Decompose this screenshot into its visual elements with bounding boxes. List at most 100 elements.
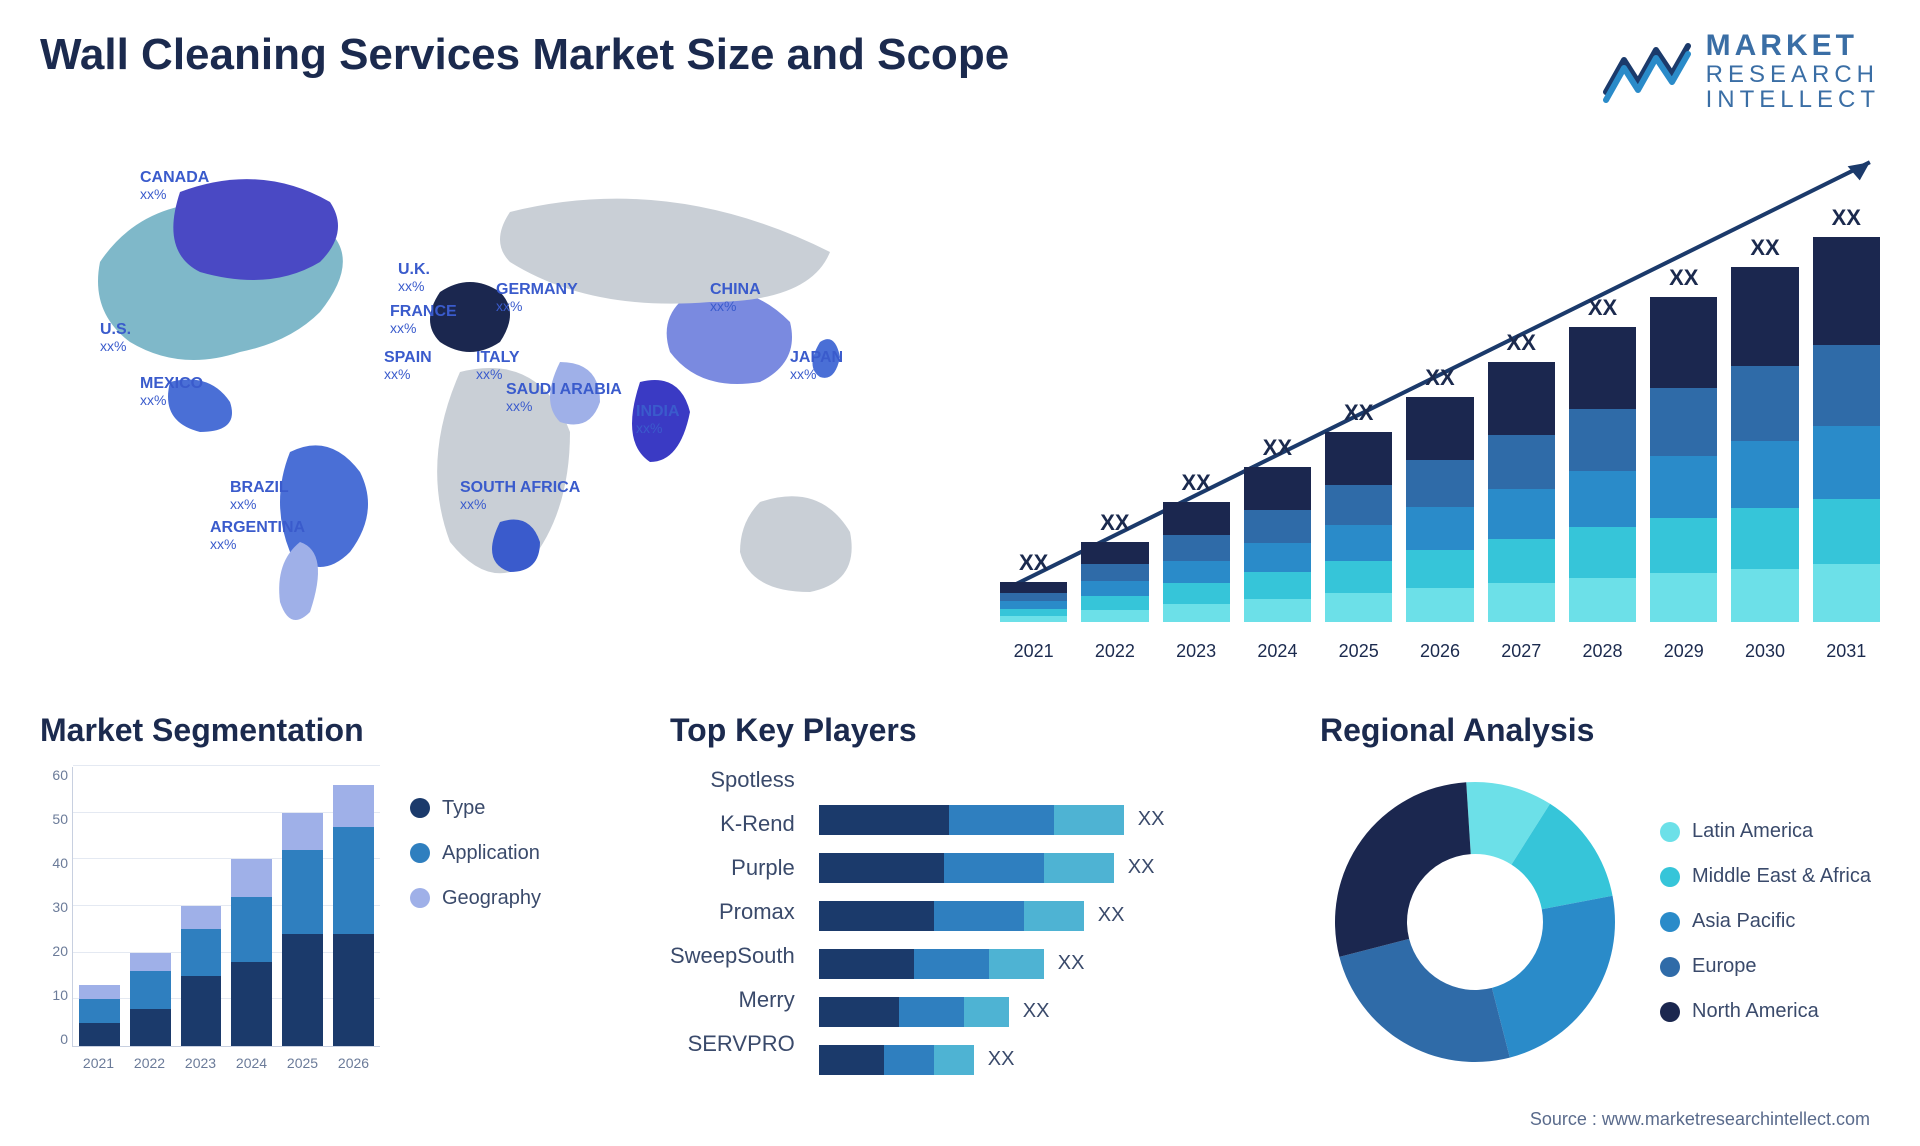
legend-label: Latin America <box>1692 820 1813 843</box>
segmentation-title: Market Segmentation <box>40 712 640 749</box>
world-map: CANADAxx% U.S.xx% MEXICOxx% BRAZILxx% ARGENT… <box>40 142 960 662</box>
legend-label: Middle East & Africa <box>1692 865 1871 888</box>
player-bar-row: XX <box>819 1045 1290 1075</box>
seg-bar-2024 <box>231 859 272 1046</box>
map-region-arg <box>279 542 318 620</box>
donut-slice-asia-pacific <box>1492 896 1615 1058</box>
growth-xaxis-label: 2026 <box>1406 641 1473 662</box>
seg-legend-item: Geography <box>410 887 541 910</box>
growth-bar-2028: XX <box>1569 295 1636 622</box>
seg-bar-2023 <box>181 906 222 1046</box>
growth-bar-2022: XX <box>1081 510 1148 622</box>
player-name: Purple <box>731 855 795 881</box>
region-legend-item: Latin America <box>1660 820 1871 843</box>
seg-legend-item: Application <box>410 842 541 865</box>
seg-bar-2021 <box>79 985 120 1046</box>
legend-dot-icon <box>1660 822 1680 842</box>
seg-xaxis-label: 2021 <box>78 1055 119 1077</box>
growth-bar-2021: XX <box>1000 550 1067 622</box>
top-key-players-panel: Top Key Players Spotless K-Rend Purple Prom… <box>670 712 1290 1077</box>
legend-dot-icon <box>410 843 430 863</box>
player-bar-value: XX <box>988 1048 1015 1071</box>
player-name: Merry <box>739 987 795 1013</box>
legend-label: Application <box>442 842 540 865</box>
region-legend-item: North America <box>1660 1000 1871 1023</box>
players-bar-chart: XX XX XX XX XX XX <box>819 767 1290 1075</box>
growth-bar-value: XX <box>1750 235 1779 261</box>
growth-bar-2026: XX <box>1406 365 1473 622</box>
region-legend-item: Europe <box>1660 955 1871 978</box>
donut-slice-europe <box>1339 939 1509 1062</box>
page-title: Wall Cleaning Services Market Size and S… <box>40 30 1009 80</box>
map-label-japan: JAPANxx% <box>790 350 843 381</box>
seg-xaxis-label: 2026 <box>333 1055 374 1077</box>
player-bar-row: XX <box>819 949 1290 979</box>
map-label-south-africa: SOUTH AFRICAxx% <box>460 480 580 511</box>
legend-dot-icon <box>1660 912 1680 932</box>
growth-bar-value: XX <box>1263 435 1292 461</box>
growth-xaxis-label: 2030 <box>1731 641 1798 662</box>
map-label-brazil: BRAZILxx% <box>230 480 289 511</box>
growth-xaxis-label: 2029 <box>1650 641 1717 662</box>
map-label-canada: CANADAxx% <box>140 170 209 201</box>
map-label-mexico: MEXICOxx% <box>140 376 203 407</box>
growth-bar-2025: XX <box>1325 400 1392 622</box>
growth-bar-value: XX <box>1425 365 1454 391</box>
players-title: Top Key Players <box>670 712 1290 749</box>
map-region-aus <box>740 496 852 592</box>
player-bar-row: XX <box>819 805 1290 835</box>
legend-dot-icon <box>1660 1002 1680 1022</box>
seg-xaxis-label: 2023 <box>180 1055 221 1077</box>
brand-logo: MARKET RESEARCH INTELLECT <box>1602 30 1880 112</box>
seg-xaxis-label: 2022 <box>129 1055 170 1077</box>
legend-dot-icon <box>1660 957 1680 977</box>
donut-slice-north-america <box>1335 782 1471 957</box>
player-bar-row: XX <box>819 901 1290 931</box>
map-label-argentina: ARGENTINAxx% <box>210 520 305 551</box>
player-name: Promax <box>719 899 795 925</box>
growth-bar-chart: XX XX XX XX XX XX XX XX XX XX XX 2021 2022 2023 2024 2… <box>1000 142 1880 662</box>
map-label-italy: ITALYxx% <box>476 350 520 381</box>
growth-xaxis-label: 2028 <box>1569 641 1636 662</box>
source-attribution: Source : www.marketresearchintellect.com <box>1530 1109 1870 1130</box>
player-name: Spotless <box>710 767 794 793</box>
growth-bar-value: XX <box>1507 330 1536 356</box>
legend-label: Geography <box>442 887 541 910</box>
growth-bar-value: XX <box>1832 205 1861 231</box>
map-label-u-k-: U.K.xx% <box>398 262 430 293</box>
map-label-china: CHINAxx% <box>710 282 761 313</box>
segmentation-legend: TypeApplicationGeography <box>410 767 541 910</box>
growth-bar-value: XX <box>1019 550 1048 576</box>
player-name: SweepSouth <box>670 943 795 969</box>
player-bar-value: XX <box>1023 1000 1050 1023</box>
region-legend-item: Middle East & Africa <box>1660 865 1871 888</box>
players-name-list: Spotless K-Rend Purple Promax SweepSouth Merr… <box>670 767 795 1075</box>
growth-xaxis-label: 2023 <box>1163 641 1230 662</box>
player-bar-row: XX <box>819 997 1290 1027</box>
growth-xaxis-label: 2021 <box>1000 641 1067 662</box>
growth-xaxis-label: 2024 <box>1244 641 1311 662</box>
player-bar-value: XX <box>1128 856 1155 879</box>
growth-bar-value: XX <box>1181 470 1210 496</box>
legend-label: Asia Pacific <box>1692 910 1795 933</box>
map-label-india: INDIAxx% <box>636 404 680 435</box>
growth-bar-value: XX <box>1344 400 1373 426</box>
growth-xaxis-label: 2022 <box>1081 641 1148 662</box>
player-name: K-Rend <box>720 811 795 837</box>
region-legend-item: Asia Pacific <box>1660 910 1871 933</box>
seg-xaxis-label: 2024 <box>231 1055 272 1077</box>
map-label-saudi-arabia: SAUDI ARABIAxx% <box>506 382 622 413</box>
growth-bar-2029: XX <box>1650 265 1717 622</box>
growth-bar-value: XX <box>1588 295 1617 321</box>
growth-bar-2027: XX <box>1488 330 1555 622</box>
map-label-u-s-: U.S.xx% <box>100 322 131 353</box>
growth-xaxis-label: 2025 <box>1325 641 1392 662</box>
regional-title: Regional Analysis <box>1320 712 1880 749</box>
legend-dot-icon <box>410 888 430 908</box>
player-bar-value: XX <box>1098 904 1125 927</box>
growth-xaxis-label: 2027 <box>1488 641 1555 662</box>
regional-analysis-panel: Regional Analysis Latin America Middle Ea… <box>1320 712 1880 1077</box>
growth-bar-value: XX <box>1669 265 1698 291</box>
player-bar-value: XX <box>1138 808 1165 831</box>
map-label-germany: GERMANYxx% <box>496 282 578 313</box>
